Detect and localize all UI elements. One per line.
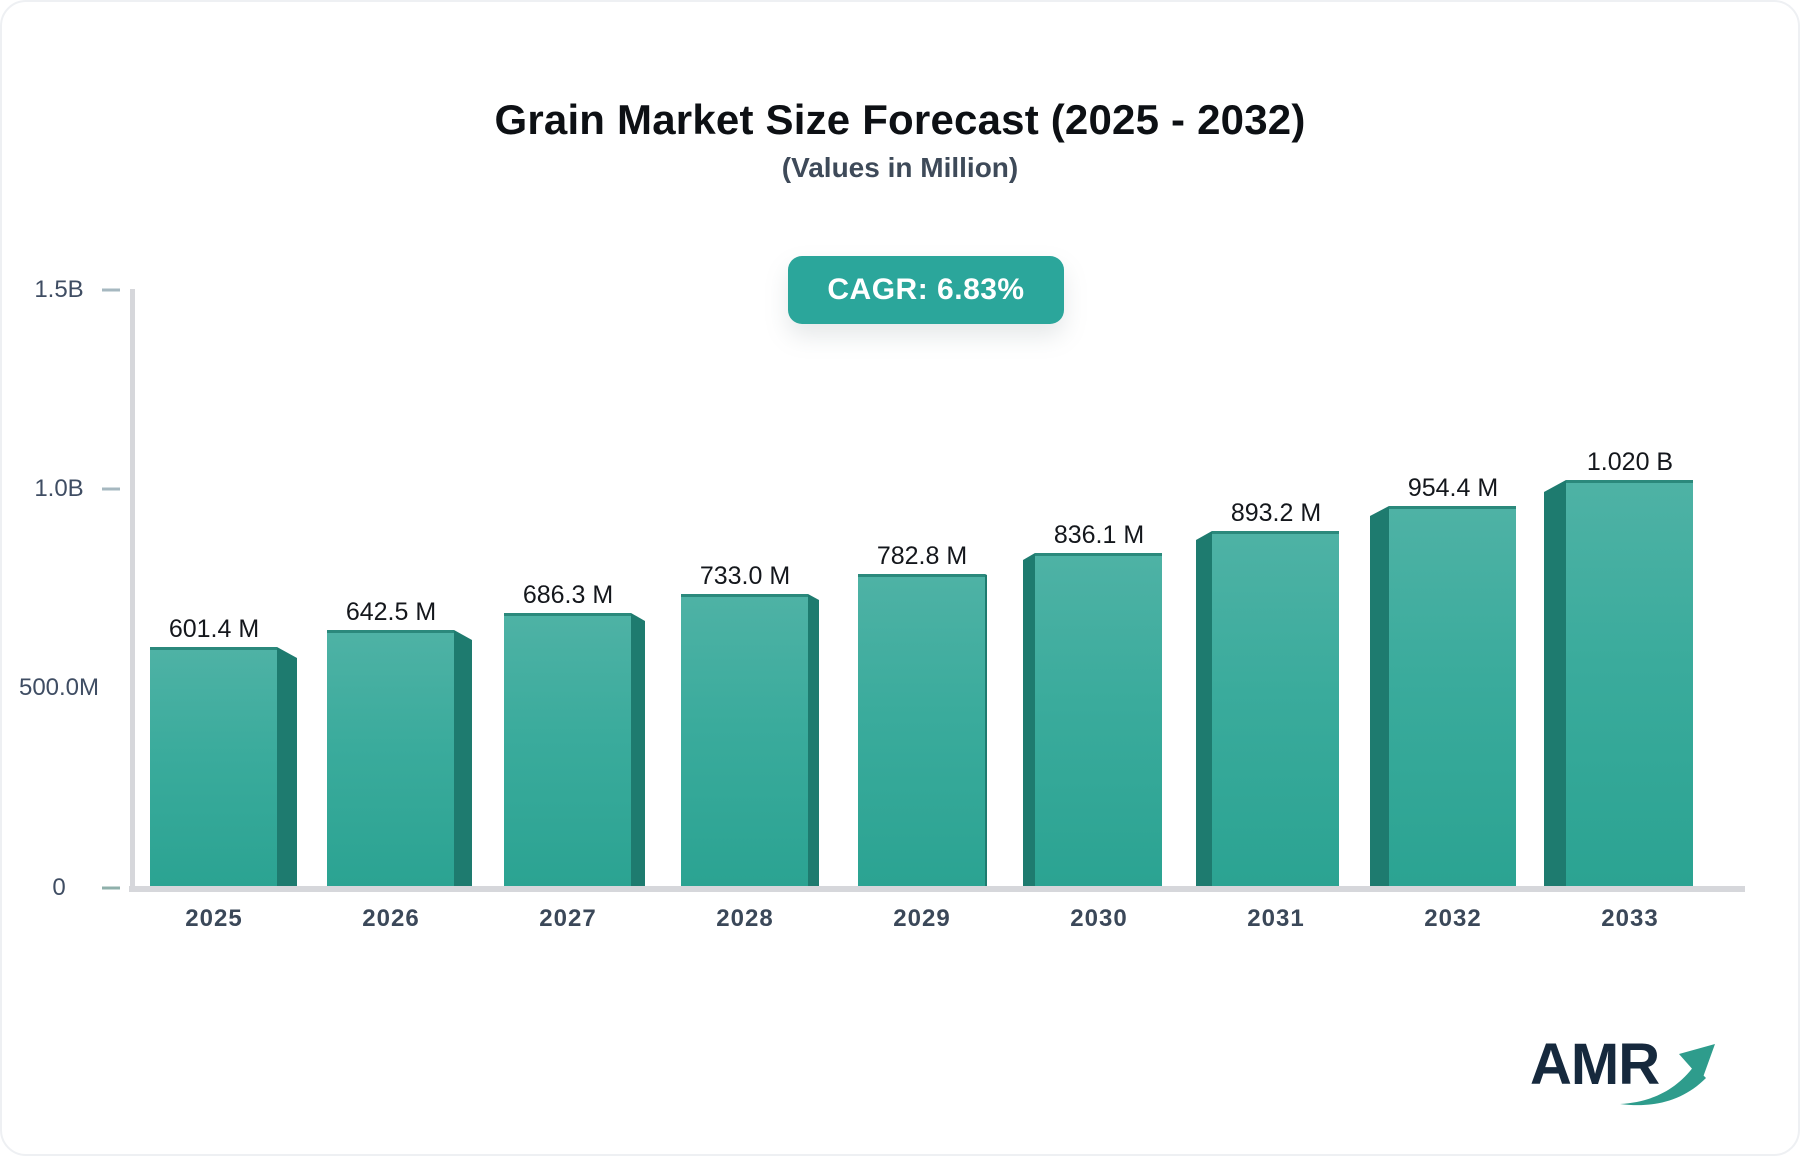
bar xyxy=(504,613,631,886)
y-axis-tick-mark xyxy=(102,288,120,292)
bar xyxy=(1212,531,1339,886)
amr-logo-text: AMR xyxy=(1530,1032,1660,1097)
bar-value-label: 686.3 M xyxy=(522,581,614,609)
bar-value-label: 954.4 M xyxy=(1407,474,1499,502)
bar-3d-side xyxy=(1196,531,1212,886)
x-axis-label: 2026 xyxy=(362,905,420,932)
x-axis-label: 2029 xyxy=(893,905,951,932)
bar-3d-side xyxy=(454,630,472,886)
y-axis-tick-label: 0 xyxy=(52,874,66,901)
bar-value-label: 1.020 B xyxy=(1586,448,1674,476)
bar-3d-side xyxy=(631,613,645,886)
bar xyxy=(1035,553,1162,886)
x-axis-label: 2028 xyxy=(716,905,774,932)
bar-3d-side xyxy=(1370,506,1389,886)
bar xyxy=(858,574,985,886)
y-axis-tick-mark xyxy=(102,886,120,890)
y-axis-tick-label: 1.5B xyxy=(34,276,84,303)
bar-3d-side xyxy=(1023,553,1035,886)
bar-value-label: 782.8 M xyxy=(876,542,968,570)
bar xyxy=(327,630,454,886)
bar-3d-side xyxy=(1544,480,1566,886)
bar xyxy=(681,594,808,886)
bar xyxy=(150,647,277,886)
cagr-badge: CAGR: 6.83% xyxy=(788,256,1064,324)
bar-value-label: 642.5 M xyxy=(345,598,437,626)
bar-3d-side xyxy=(277,647,297,886)
x-axis-line xyxy=(129,886,1745,892)
chart-subtitle: (Values in Million) xyxy=(781,152,1019,183)
x-axis-label: 2032 xyxy=(1424,905,1482,932)
bar-value-label: 893.2 M xyxy=(1230,499,1322,527)
y-axis-line xyxy=(130,289,135,886)
bar-3d-side xyxy=(985,574,987,886)
bar-3d-side xyxy=(808,594,819,886)
bar xyxy=(1566,480,1693,886)
growth-arrow-icon xyxy=(1620,1044,1715,1106)
page-title: Grain Market Size Forecast (2025 - 2032) xyxy=(494,96,1306,143)
bar-value-label: 733.0 M xyxy=(699,562,791,590)
y-axis-tick-label: 1.0B xyxy=(34,475,84,502)
y-axis-tick-label: 500.0M xyxy=(18,674,100,701)
amr-logo: AMR xyxy=(1530,1036,1720,1116)
bar-value-label: 836.1 M xyxy=(1053,521,1145,549)
x-axis-label: 2027 xyxy=(539,905,597,932)
x-axis-label: 2033 xyxy=(1601,905,1659,932)
x-axis-label: 2031 xyxy=(1247,905,1305,932)
y-axis-tick-mark xyxy=(102,487,120,491)
bar xyxy=(1389,506,1516,886)
bar-value-label: 601.4 M xyxy=(168,615,260,643)
x-axis-label: 2030 xyxy=(1070,905,1128,932)
x-axis-label: 2025 xyxy=(185,905,243,932)
